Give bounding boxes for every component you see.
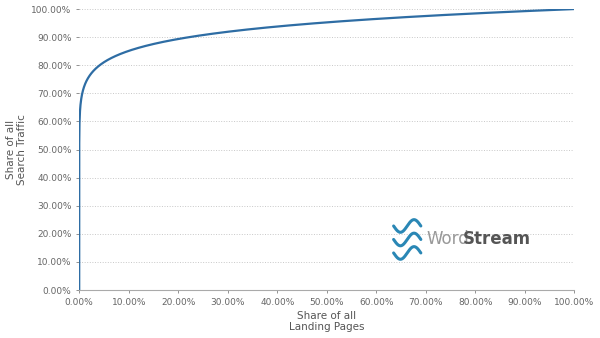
X-axis label: Share of all
Landing Pages: Share of all Landing Pages: [289, 311, 365, 333]
Y-axis label: Share of all
Search Traffic: Share of all Search Traffic: [5, 114, 27, 185]
Text: Word: Word: [427, 231, 470, 248]
Text: Stream: Stream: [463, 231, 530, 248]
